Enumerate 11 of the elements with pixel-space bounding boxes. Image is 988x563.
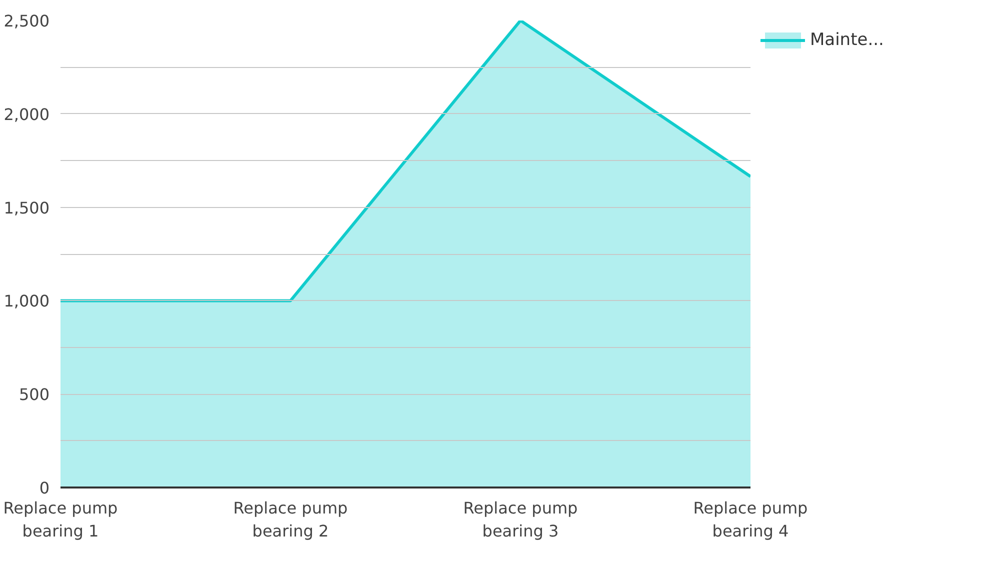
x-tick-label: Replace pump bearing 4 <box>693 498 808 540</box>
y-tick-label: 1,500 <box>4 198 50 218</box>
legend-label: Mainte... <box>810 30 884 50</box>
y-tick-label: 2,000 <box>4 104 50 124</box>
x-tick-label: Replace pump bearing 3 <box>463 498 578 540</box>
y-tick-label: 0 <box>39 478 50 498</box>
y-tick-label: 2,500 <box>4 12 50 30</box>
y-tick-label: 1,000 <box>4 292 50 311</box>
x-tick-label: Replace pump bearing 1 <box>3 498 118 540</box>
y-tick-label: 500 <box>18 385 50 404</box>
x-tick-label: Replace pump bearing 2 <box>233 498 348 540</box>
